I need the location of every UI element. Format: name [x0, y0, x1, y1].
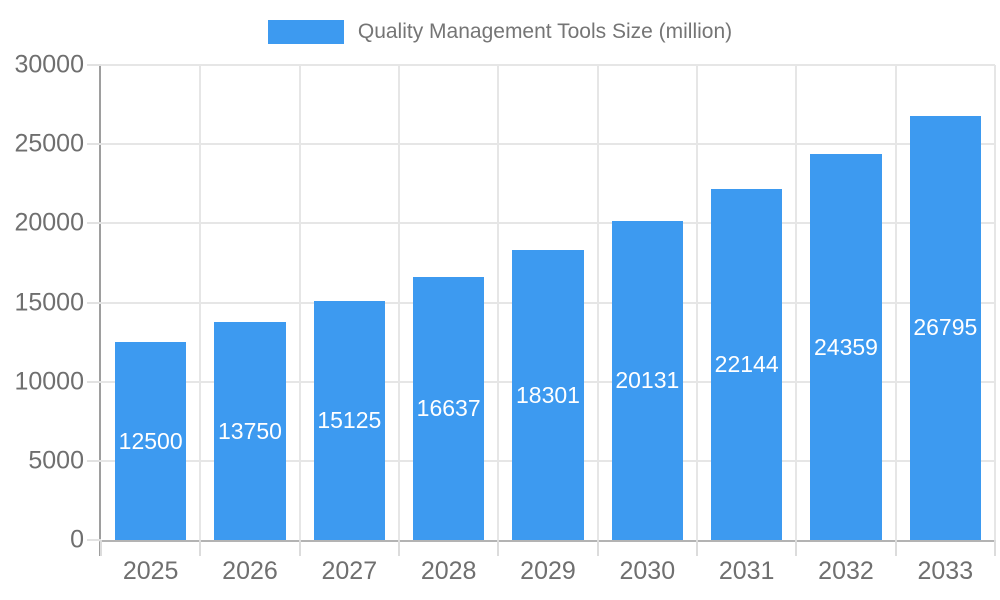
- plot-area: 0 5000 10000 15000 20000 25000 30000 12500 2025 1…: [14, 52, 996, 584]
- bar[interactable]: 16637: [412, 276, 485, 540]
- legend-label[interactable]: Quality Management Tools Size (million): [357, 20, 733, 43]
- y-axis-label: 0: [70, 525, 84, 554]
- y-axis-label: 15000: [14, 288, 84, 316]
- x-gridline: [994, 65, 996, 540]
- y-axis-label: 30000: [14, 50, 84, 79]
- bar-value-label: 16637: [416, 394, 481, 421]
- y-tick: [87, 539, 101, 541]
- bar[interactable]: 13750: [214, 322, 286, 540]
- x-axis-label: 2033: [917, 557, 974, 585]
- x-tick: [100, 540, 102, 556]
- x-gridline: [397, 65, 400, 540]
- legend-swatch[interactable]: [267, 20, 344, 44]
- x-axis-label: 2029: [520, 557, 576, 585]
- y-gridline: [101, 143, 995, 146]
- y-gridline: [101, 64, 995, 66]
- x-gridline: [596, 65, 599, 540]
- bar-slot: 20131: [598, 65, 697, 540]
- bar-value-label: 22144: [714, 351, 779, 378]
- y-axis-line: [99, 65, 101, 556]
- x-tick: [199, 540, 202, 556]
- bar[interactable]: 18301: [512, 250, 584, 540]
- bar-value-label: 12500: [118, 427, 183, 454]
- bar-slot: 24359: [796, 65, 895, 540]
- x-tick: [695, 540, 698, 556]
- x-axis-label: 2032: [818, 557, 874, 585]
- bar-value-label: 15125: [317, 406, 382, 433]
- x-tick: [397, 540, 400, 556]
- bar-value-label: 20131: [615, 367, 680, 394]
- bar[interactable]: 12500: [114, 342, 187, 540]
- x-axis-label: 2026: [222, 557, 278, 585]
- y-axis-label: 5000: [28, 446, 84, 475]
- bar-slot: 26795: [896, 65, 995, 540]
- x-gridline: [894, 65, 897, 540]
- x-gridline: [298, 65, 301, 540]
- bar[interactable]: 22144: [710, 189, 783, 540]
- x-axis-label: 2027: [321, 557, 378, 585]
- bar-slot: 13750: [200, 65, 299, 540]
- bar-value-label: 18301: [516, 381, 580, 408]
- bar[interactable]: 20131: [611, 221, 684, 540]
- bar-value-label: 26795: [913, 314, 978, 341]
- y-tick: [87, 459, 101, 462]
- bar-value-label: 13750: [218, 417, 282, 444]
- bar-slot: 12500: [101, 65, 200, 540]
- x-gridline: [199, 65, 202, 540]
- x-axis-label: 2031: [718, 557, 775, 585]
- y-axis-label: 10000: [14, 367, 84, 396]
- bar-slot: 16637: [399, 65, 498, 540]
- y-axis-label: 20000: [14, 208, 84, 237]
- y-axis-label: 25000: [14, 129, 84, 158]
- y-tick: [87, 301, 101, 304]
- x-gridline: [795, 65, 798, 540]
- x-tick: [994, 540, 996, 556]
- legend[interactable]: Quality Management Tools Size (million): [0, 19, 1000, 45]
- x-tick: [596, 540, 599, 556]
- bar-slot: 15125: [300, 65, 399, 540]
- bar-value-label: 24359: [814, 333, 878, 360]
- x-axis-label: 2030: [619, 557, 676, 585]
- y-tick: [87, 143, 101, 146]
- y-tick: [87, 380, 101, 383]
- x-tick: [894, 540, 897, 556]
- x-tick: [497, 540, 500, 556]
- bar[interactable]: 24359: [810, 154, 882, 540]
- x-axis-label: 2028: [420, 557, 477, 585]
- bar-slot: 22144: [697, 65, 796, 540]
- x-gridline: [497, 65, 500, 540]
- x-tick: [795, 540, 798, 556]
- bar[interactable]: 15125: [313, 300, 386, 540]
- x-axis-label: 2025: [122, 557, 179, 585]
- x-gridline: [695, 65, 698, 540]
- y-tick: [87, 64, 101, 66]
- y-gridline: [101, 222, 995, 225]
- x-axis-line: [99, 540, 995, 542]
- y-tick: [87, 222, 101, 225]
- bar-slot: 18301: [498, 65, 597, 540]
- x-tick: [298, 540, 301, 556]
- bar[interactable]: 26795: [909, 115, 982, 540]
